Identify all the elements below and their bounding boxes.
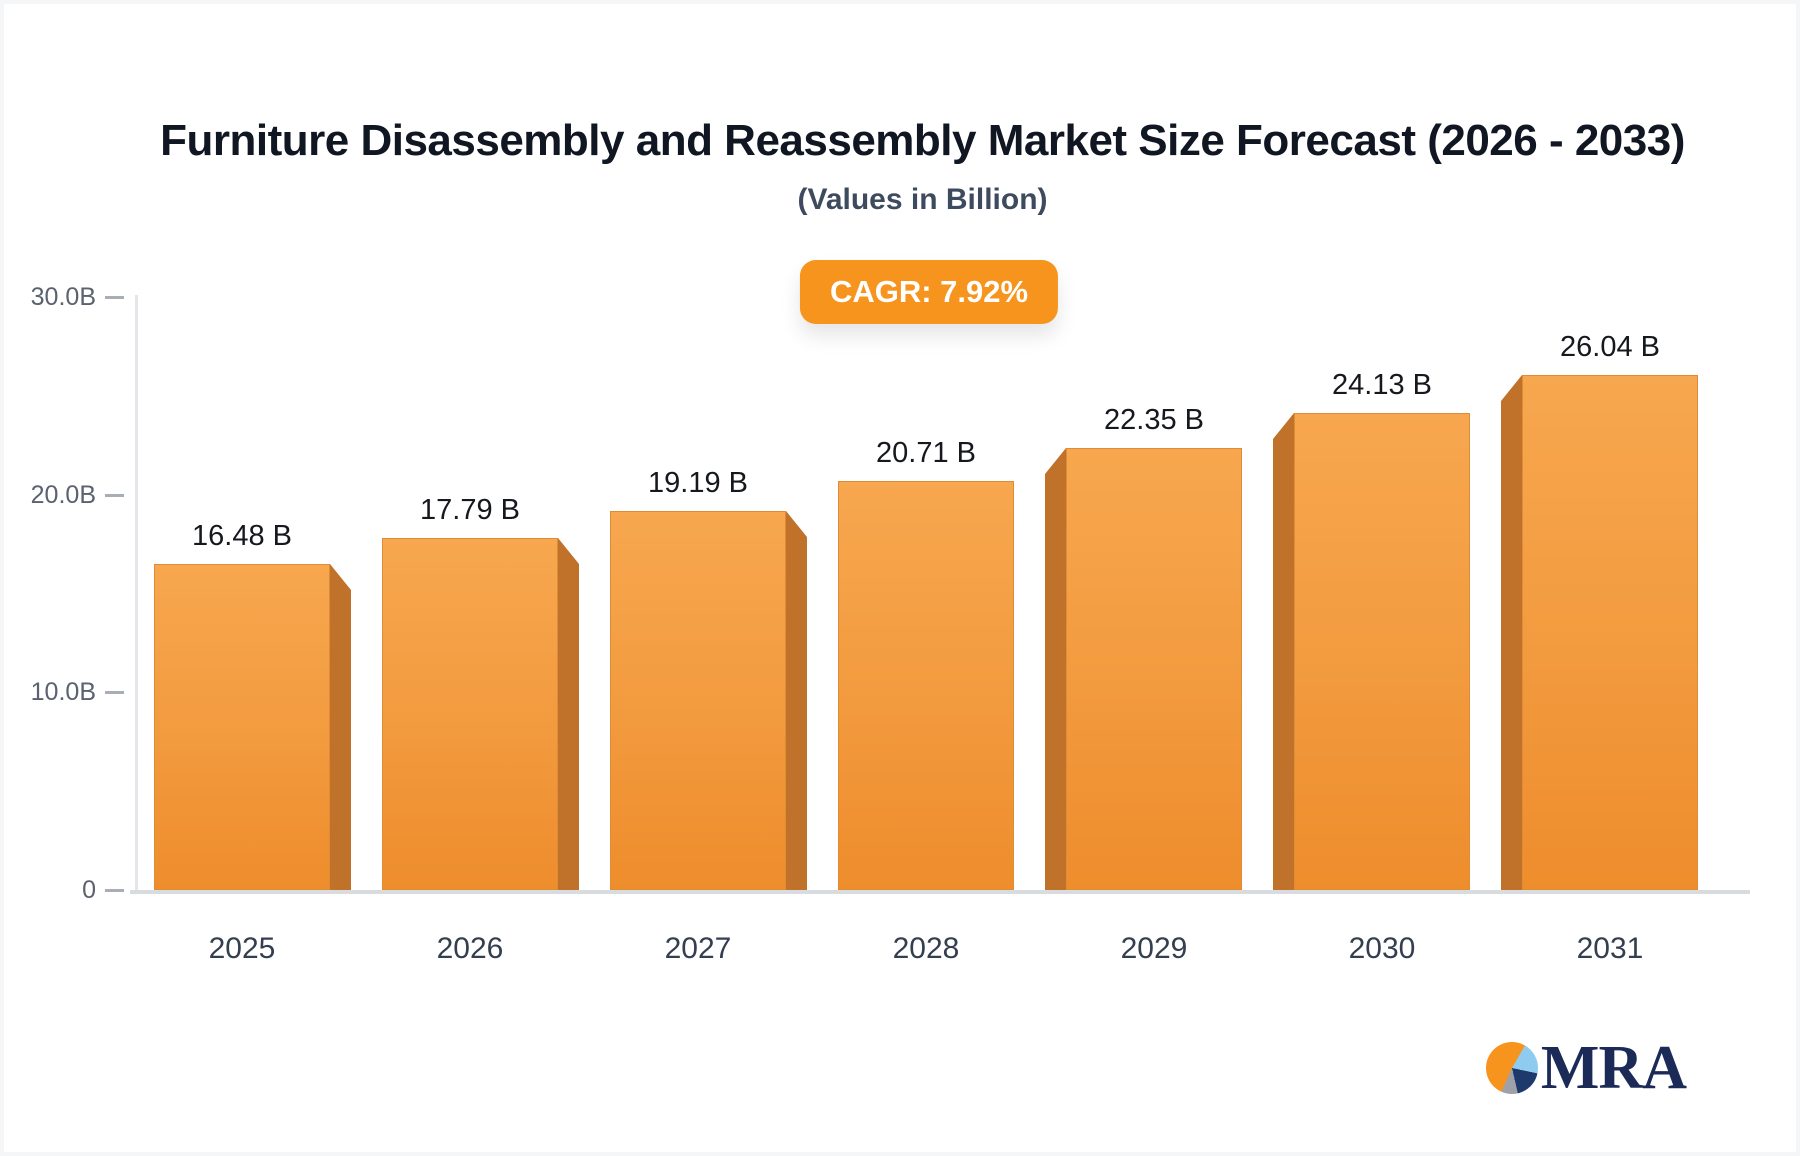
bar-side-2031 [1501, 375, 1522, 890]
x-axis-baseline [130, 890, 1750, 894]
chart-title: Furniture Disassembly and Reassembly Mar… [160, 116, 1685, 165]
bar-value-label-2028: 20.71 B [876, 437, 976, 469]
brand-logo: MRA [1485, 1034, 1687, 1102]
bar-2031 [1522, 375, 1698, 890]
x-tick-label-2031: 2031 [1576, 932, 1644, 965]
y-axis-line [135, 295, 138, 892]
bar-2030 [1294, 413, 1470, 890]
x-tick-label-2026: 2026 [436, 932, 504, 965]
bar-2028 [838, 481, 1014, 890]
y-tick-label-20.0B: 20.0B [30, 480, 96, 509]
bar-2029 [1066, 448, 1242, 890]
bar-2027 [610, 511, 786, 890]
bar-2026 [382, 538, 558, 890]
bar-value-label-2029: 22.35 B [1104, 404, 1204, 436]
bar-side-2025 [330, 564, 351, 890]
pie-chart-icon [1485, 1042, 1538, 1094]
y-tick-label-10.0B: 10.0B [30, 678, 96, 707]
y-tick-mark [105, 493, 124, 497]
bar-side-2026 [558, 538, 579, 890]
x-tick-label-2030: 2030 [1348, 932, 1416, 965]
y-tick-mark [105, 889, 124, 892]
x-tick-label-2025: 2025 [208, 932, 276, 965]
bar-value-label-2026: 17.79 B [420, 494, 520, 526]
y-tick-label-30.0B: 30.0B [30, 282, 96, 311]
bar-side-2030 [1273, 413, 1294, 890]
x-tick-label-2029: 2029 [1120, 932, 1188, 965]
y-tick-mark [105, 295, 124, 299]
y-tick-mark [105, 691, 124, 695]
bar-value-label-2030: 24.13 B [1332, 369, 1432, 401]
x-tick-label-2028: 2028 [892, 932, 960, 965]
y-tick-label-0: 0 [82, 876, 96, 904]
bar-value-label-2031: 26.04 B [1560, 331, 1660, 363]
bar-value-label-2025: 16.48 B [192, 520, 292, 552]
chart-subtitle: (Values in Billion) [797, 183, 1048, 216]
bar-side-2029 [1045, 448, 1066, 890]
cagr-badge: CAGR: 7.92% [799, 260, 1059, 324]
brand-logo-text: MRA [1540, 1034, 1687, 1102]
bar-side-2027 [786, 511, 807, 890]
bar-2025 [154, 564, 330, 890]
x-tick-label-2027: 2027 [664, 932, 732, 965]
bar-value-label-2027: 19.19 B [648, 467, 748, 499]
